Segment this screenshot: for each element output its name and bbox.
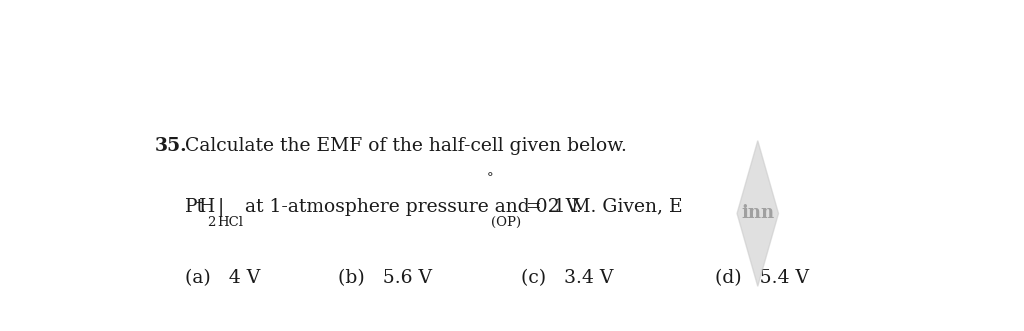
Text: 35.: 35. [155, 137, 187, 155]
Text: (OP): (OP) [492, 215, 521, 229]
Text: (b)   5.6 V: (b) 5.6 V [338, 269, 432, 287]
Text: 2: 2 [207, 215, 215, 229]
Text: = 2 V.: = 2 V. [520, 198, 582, 216]
Text: (c)   3.4 V: (c) 3.4 V [521, 269, 613, 287]
Text: inn: inn [741, 205, 774, 222]
Text: Calculate the EMF of the half-cell given below.: Calculate the EMF of the half-cell given… [185, 137, 627, 155]
Text: H: H [199, 198, 215, 216]
Text: at 1-atmosphere pressure and 0.1 M. Given, E: at 1-atmosphere pressure and 0.1 M. Give… [240, 198, 683, 216]
Polygon shape [737, 141, 778, 286]
Text: HCl: HCl [218, 215, 244, 229]
Text: Pt: Pt [185, 198, 205, 216]
Text: (d)   5.4 V: (d) 5.4 V [715, 269, 809, 287]
Text: (a)   4 V: (a) 4 V [185, 269, 260, 287]
Text: °: ° [487, 172, 494, 185]
Text: |: | [212, 198, 230, 217]
